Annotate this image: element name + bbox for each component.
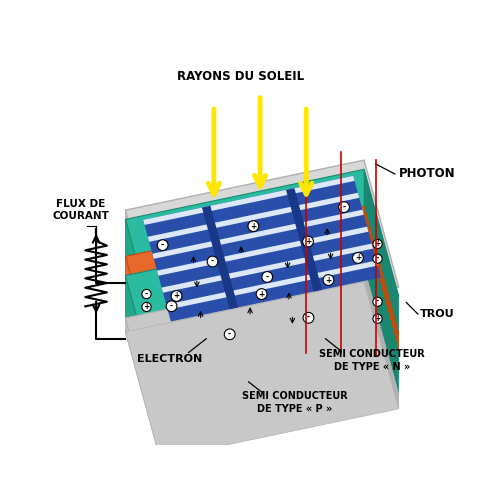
Circle shape	[323, 274, 334, 285]
Circle shape	[303, 312, 314, 323]
Text: -: -	[161, 240, 164, 250]
Text: -: -	[145, 290, 148, 298]
Text: FLUX DE
COURANT: FLUX DE COURANT	[52, 199, 109, 222]
Text: +: +	[326, 276, 332, 284]
Text: -: -	[266, 272, 269, 281]
Text: +: +	[374, 240, 380, 248]
Circle shape	[158, 240, 168, 250]
Circle shape	[373, 254, 382, 264]
Circle shape	[373, 314, 382, 324]
Text: -: -	[376, 254, 379, 263]
Polygon shape	[126, 276, 160, 445]
Text: TROU: TROU	[420, 309, 454, 319]
Polygon shape	[126, 160, 398, 337]
Text: ELECTRON: ELECTRON	[138, 354, 202, 364]
Text: PHOTON: PHOTON	[398, 168, 456, 180]
Text: SEMI CONDUCTEUR
DE TYPE « P »: SEMI CONDUCTEUR DE TYPE « P »	[242, 391, 348, 414]
Polygon shape	[126, 170, 398, 346]
Polygon shape	[126, 256, 160, 402]
Polygon shape	[364, 170, 398, 334]
Text: +: +	[374, 314, 380, 323]
Polygon shape	[126, 226, 398, 402]
Circle shape	[373, 297, 382, 306]
Circle shape	[338, 202, 349, 212]
Text: +: +	[250, 222, 256, 230]
Polygon shape	[126, 318, 160, 459]
Text: -: -	[307, 314, 310, 322]
Polygon shape	[364, 206, 398, 352]
Polygon shape	[143, 176, 354, 225]
Text: +: +	[355, 254, 361, 262]
Text: SEMI CONDUCTEUR
DE TYPE « N »: SEMI CONDUCTEUR DE TYPE « N »	[319, 348, 424, 372]
Circle shape	[262, 272, 272, 282]
Polygon shape	[286, 188, 322, 292]
Text: RAYONS DU SOLEIL: RAYONS DU SOLEIL	[178, 70, 304, 84]
Polygon shape	[202, 206, 238, 309]
Circle shape	[352, 252, 364, 264]
Text: -: -	[342, 202, 345, 211]
Text: -: -	[170, 302, 173, 310]
Polygon shape	[126, 282, 398, 459]
Polygon shape	[152, 210, 364, 259]
Polygon shape	[157, 226, 368, 276]
Circle shape	[166, 301, 177, 312]
Polygon shape	[126, 206, 398, 384]
Polygon shape	[162, 244, 373, 292]
Polygon shape	[143, 176, 381, 322]
Polygon shape	[166, 260, 378, 310]
Text: -: -	[228, 330, 231, 339]
Text: +: +	[144, 302, 150, 312]
Text: -: -	[211, 257, 214, 266]
Polygon shape	[148, 192, 359, 242]
Circle shape	[248, 220, 259, 232]
Circle shape	[142, 302, 151, 312]
Circle shape	[207, 256, 218, 267]
Text: +: +	[258, 290, 264, 298]
Circle shape	[171, 290, 182, 302]
Polygon shape	[126, 268, 398, 445]
Polygon shape	[126, 220, 160, 384]
Text: +: +	[305, 237, 311, 246]
Text: +: +	[174, 292, 180, 300]
Circle shape	[256, 288, 267, 300]
Circle shape	[373, 240, 382, 248]
Circle shape	[224, 329, 235, 340]
Circle shape	[142, 290, 151, 298]
Text: -: -	[376, 298, 379, 306]
Polygon shape	[364, 226, 398, 395]
Polygon shape	[126, 210, 160, 346]
Polygon shape	[364, 268, 398, 409]
Circle shape	[302, 236, 314, 247]
